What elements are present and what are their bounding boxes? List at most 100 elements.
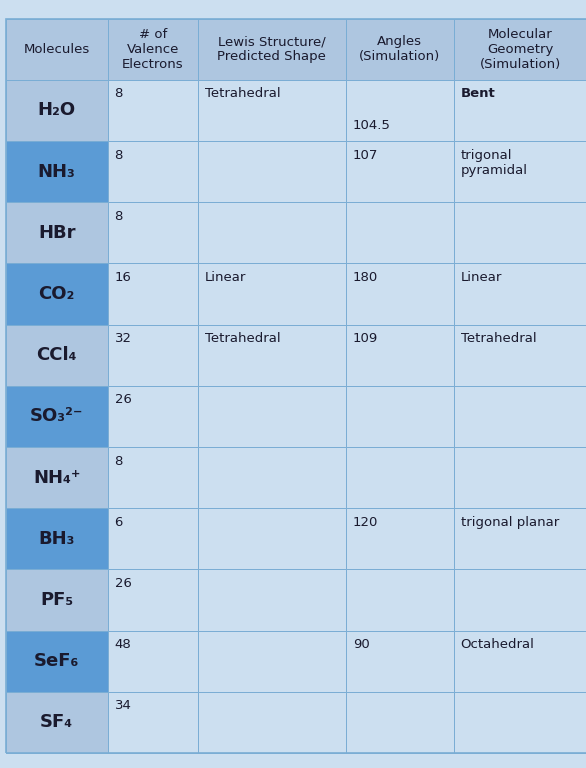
Text: 48: 48 bbox=[114, 638, 131, 651]
Bar bbox=[346, 202, 454, 263]
Bar bbox=[454, 631, 586, 692]
Bar bbox=[6, 325, 108, 386]
Bar bbox=[6, 141, 108, 202]
Text: 8: 8 bbox=[114, 148, 123, 161]
Bar bbox=[454, 141, 586, 202]
Text: 8: 8 bbox=[114, 455, 123, 468]
Bar bbox=[454, 325, 586, 386]
Text: 16: 16 bbox=[114, 271, 131, 284]
Bar bbox=[197, 325, 346, 386]
Text: Molecules: Molecules bbox=[23, 43, 90, 56]
Text: 107: 107 bbox=[353, 148, 379, 161]
Text: NH₃: NH₃ bbox=[38, 163, 76, 180]
Text: trigonal
pyramidal: trigonal pyramidal bbox=[461, 148, 527, 177]
Bar bbox=[346, 569, 454, 631]
Text: H₂O: H₂O bbox=[38, 101, 76, 120]
Text: 32: 32 bbox=[114, 332, 131, 345]
Bar bbox=[6, 447, 108, 508]
Bar bbox=[454, 569, 586, 631]
Text: # of
Valence
Electrons: # of Valence Electrons bbox=[122, 28, 183, 71]
Text: 90: 90 bbox=[353, 638, 370, 651]
Bar bbox=[346, 631, 454, 692]
Text: Molecular
Geometry
(Simulation): Molecular Geometry (Simulation) bbox=[480, 28, 561, 71]
Text: Bent: Bent bbox=[461, 88, 495, 101]
Bar bbox=[6, 80, 108, 141]
Text: SO₃²⁻: SO₃²⁻ bbox=[30, 408, 83, 425]
Text: CCl₄: CCl₄ bbox=[36, 346, 77, 364]
Bar bbox=[346, 18, 454, 80]
Bar bbox=[197, 569, 346, 631]
Text: Lewis Structure/
Predicted Shape: Lewis Structure/ Predicted Shape bbox=[217, 35, 326, 63]
Bar bbox=[454, 508, 586, 569]
Bar bbox=[108, 447, 197, 508]
Bar bbox=[108, 692, 197, 753]
Bar bbox=[6, 508, 108, 569]
Bar bbox=[108, 569, 197, 631]
Bar bbox=[108, 80, 197, 141]
Bar bbox=[6, 569, 108, 631]
Bar bbox=[454, 263, 586, 325]
Text: SF₄: SF₄ bbox=[40, 713, 73, 731]
Bar bbox=[197, 386, 346, 447]
Bar bbox=[346, 386, 454, 447]
Bar bbox=[197, 447, 346, 508]
Bar bbox=[197, 692, 346, 753]
Bar bbox=[108, 202, 197, 263]
Text: 8: 8 bbox=[114, 88, 123, 101]
Text: SeF₆: SeF₆ bbox=[34, 652, 79, 670]
Bar bbox=[454, 202, 586, 263]
Bar bbox=[197, 631, 346, 692]
Text: Tetrahedral: Tetrahedral bbox=[205, 332, 280, 345]
Text: trigonal planar: trigonal planar bbox=[461, 516, 559, 528]
Text: Linear: Linear bbox=[461, 271, 502, 284]
Bar bbox=[108, 386, 197, 447]
Bar bbox=[197, 263, 346, 325]
Text: PF₅: PF₅ bbox=[40, 591, 73, 609]
Text: Tetrahedral: Tetrahedral bbox=[205, 88, 280, 101]
Bar bbox=[6, 631, 108, 692]
Bar bbox=[197, 508, 346, 569]
Bar bbox=[454, 447, 586, 508]
Bar bbox=[108, 325, 197, 386]
Bar bbox=[197, 141, 346, 202]
Bar bbox=[454, 80, 586, 141]
Bar bbox=[108, 18, 197, 80]
Text: Tetrahedral: Tetrahedral bbox=[461, 332, 536, 345]
Bar bbox=[197, 80, 346, 141]
Text: Linear: Linear bbox=[205, 271, 246, 284]
Bar bbox=[454, 386, 586, 447]
Text: 26: 26 bbox=[114, 393, 131, 406]
Bar bbox=[454, 692, 586, 753]
Text: 34: 34 bbox=[114, 700, 131, 713]
Bar bbox=[6, 263, 108, 325]
Bar bbox=[6, 386, 108, 447]
Text: 180: 180 bbox=[353, 271, 378, 284]
Text: 120: 120 bbox=[353, 516, 379, 528]
Bar bbox=[346, 508, 454, 569]
Bar bbox=[346, 263, 454, 325]
Text: BH₃: BH₃ bbox=[39, 530, 75, 548]
Text: HBr: HBr bbox=[38, 223, 76, 242]
Text: 8: 8 bbox=[114, 210, 123, 223]
Bar bbox=[108, 141, 197, 202]
Bar bbox=[197, 202, 346, 263]
Text: 26: 26 bbox=[114, 577, 131, 590]
Text: Angles
(Simulation): Angles (Simulation) bbox=[359, 35, 440, 63]
Text: Octahedral: Octahedral bbox=[461, 638, 534, 651]
Bar bbox=[108, 631, 197, 692]
Bar bbox=[346, 325, 454, 386]
Bar bbox=[108, 508, 197, 569]
Text: 6: 6 bbox=[114, 516, 123, 528]
Bar bbox=[197, 18, 346, 80]
Text: 109: 109 bbox=[353, 332, 378, 345]
Bar bbox=[346, 80, 454, 141]
Bar bbox=[454, 18, 586, 80]
Bar bbox=[346, 141, 454, 202]
Bar bbox=[6, 692, 108, 753]
Text: 104.5: 104.5 bbox=[353, 119, 391, 132]
Text: CO₂: CO₂ bbox=[39, 285, 75, 303]
Bar bbox=[108, 263, 197, 325]
Bar bbox=[6, 18, 108, 80]
Bar bbox=[346, 447, 454, 508]
Text: NH₄⁺: NH₄⁺ bbox=[33, 468, 80, 487]
